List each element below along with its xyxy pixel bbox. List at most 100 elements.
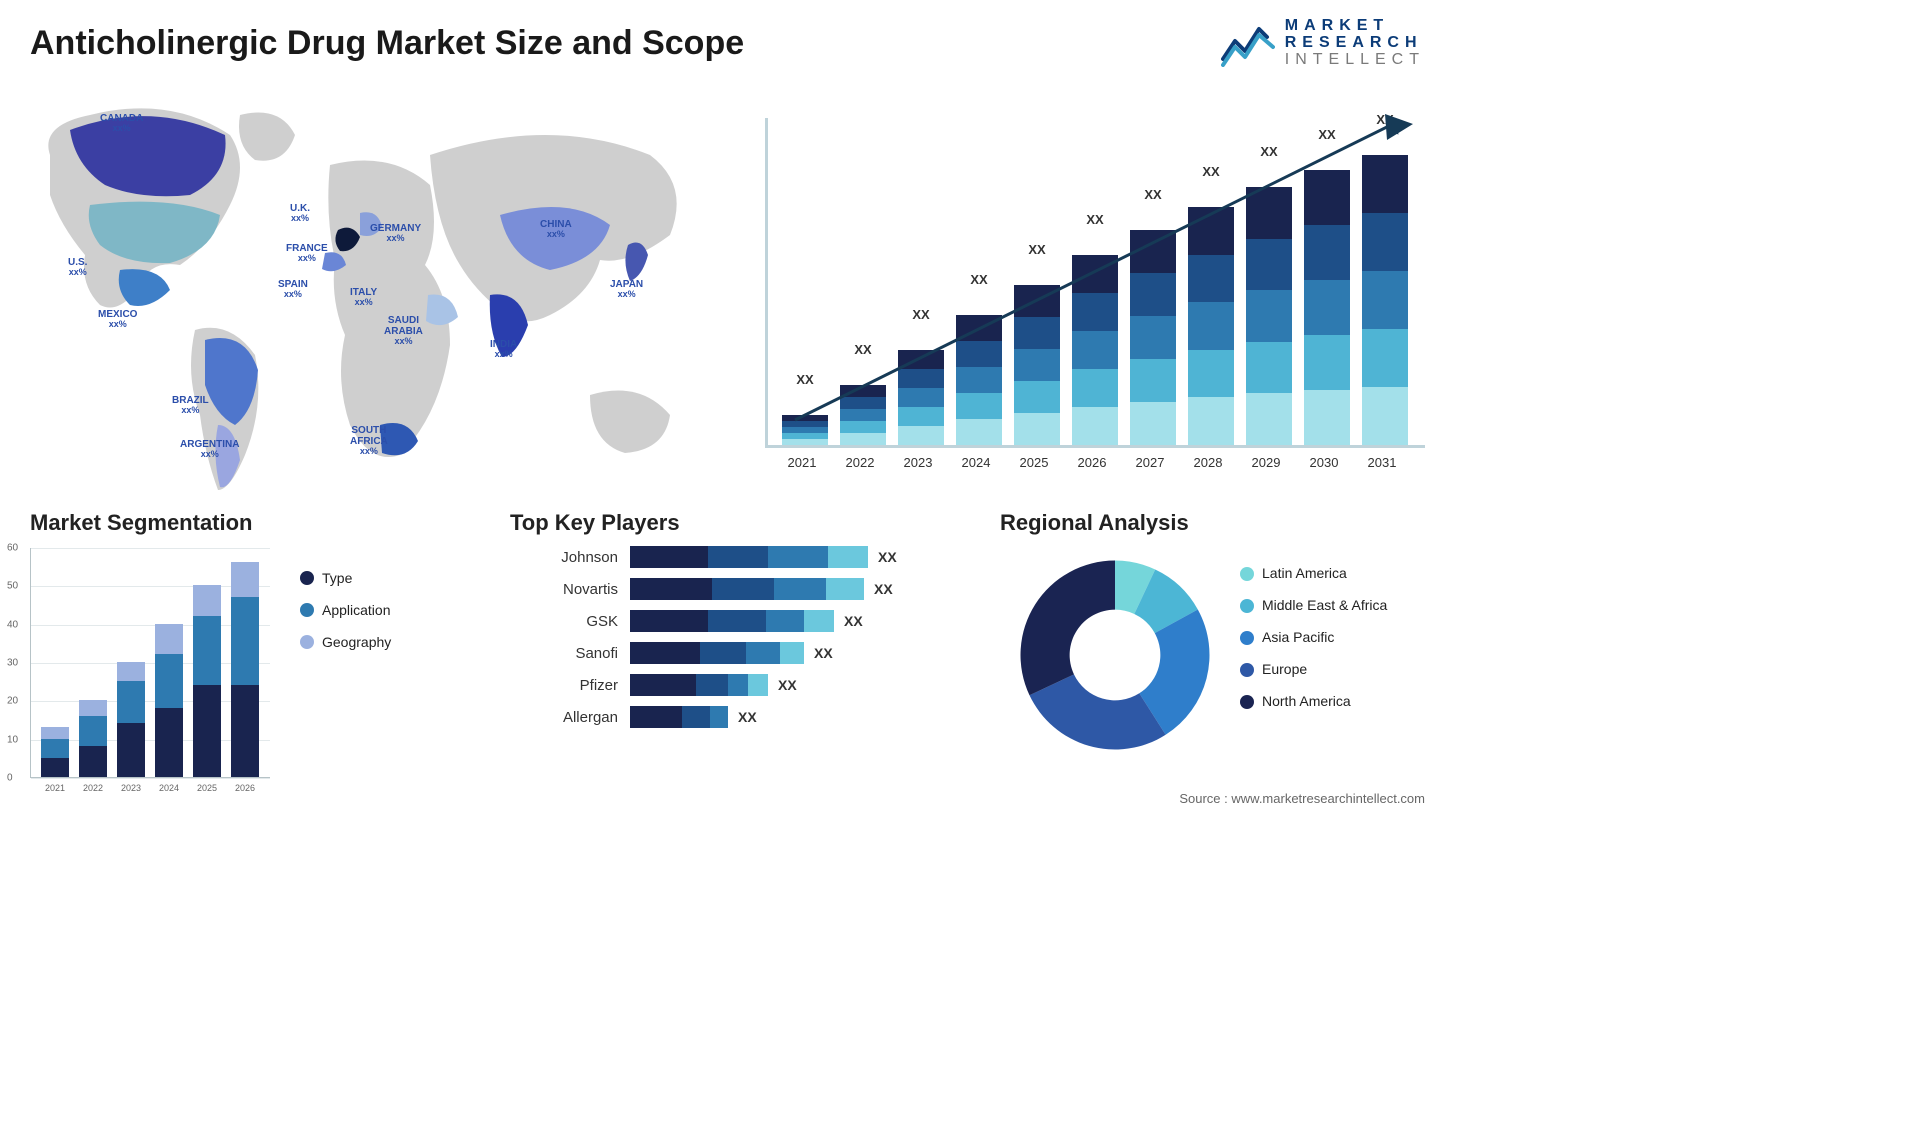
forecast-year-2030: 2030: [1301, 455, 1347, 470]
forecast-bar-2031: [1362, 155, 1408, 445]
segmentation-legend: Type Application Geography: [300, 570, 391, 666]
player-row-novartis: Novartis XX: [510, 578, 980, 600]
forecast-value-2022: XX: [840, 342, 886, 357]
player-row-sanofi: SanofiXX: [510, 642, 980, 664]
map-label-china: CHINAxx%: [540, 219, 572, 240]
map-country-saudi: [426, 294, 458, 325]
source-credit: Source : www.marketresearchintellect.com: [1179, 791, 1425, 806]
forecast-value-2021: XX: [782, 372, 828, 387]
seg-legend-geography: Geography: [300, 634, 391, 650]
seg-year-2024: 2024: [155, 783, 183, 793]
player-name: Allergan: [510, 709, 630, 726]
map-label-italy: ITALYxx%: [350, 287, 377, 308]
map-country-japan: [625, 243, 648, 281]
forecast-chart: XXXXXXXXXXXXXXXXXXXXXX 20212022202320242…: [765, 100, 1425, 470]
seg-legend-application: Application: [300, 602, 391, 618]
map-label-japan: JAPANxx%: [610, 279, 643, 300]
forecast-bar-2025: [1014, 285, 1060, 445]
player-bar: [630, 610, 834, 632]
forecast-bar-2030: [1304, 170, 1350, 445]
player-row-pfizer: Pfizer XX: [510, 674, 980, 696]
regional-legend-asia-pacific: Asia Pacific: [1240, 629, 1387, 645]
player-bar: [630, 578, 864, 600]
player-bar: [630, 674, 768, 696]
forecast-value-2026: XX: [1072, 212, 1118, 227]
player-value: XX: [874, 581, 893, 597]
forecast-year-2024: 2024: [953, 455, 999, 470]
key-players-title: Top Key Players: [510, 510, 980, 536]
map-label-france: FRANCExx%: [286, 243, 328, 264]
player-row-johnson: Johnson XX: [510, 546, 980, 568]
player-name: Pfizer: [510, 677, 630, 694]
seg-ytick-10: 10: [7, 734, 18, 745]
forecast-value-2031: XX: [1362, 112, 1408, 127]
forecast-bar-2024: [956, 315, 1002, 445]
seg-ytick-40: 40: [7, 619, 18, 630]
map-label-india: INDIAxx%: [490, 339, 517, 360]
map-label-germany: GERMANYxx%: [370, 223, 421, 244]
forecast-value-2024: XX: [956, 272, 1002, 287]
map-label-u-k-: U.K.xx%: [290, 203, 310, 224]
seg-ytick-0: 0: [7, 773, 13, 784]
player-name: Johnson: [510, 549, 630, 566]
player-value: XX: [778, 677, 797, 693]
seg-ytick-20: 20: [7, 696, 18, 707]
seg-bar-2021: [41, 727, 69, 777]
seg-bar-2024: [155, 624, 183, 777]
seg-legend-type: Type: [300, 570, 391, 586]
forecast-value-2023: XX: [898, 307, 944, 322]
forecast-value-2025: XX: [1014, 242, 1060, 257]
player-value: XX: [738, 709, 757, 725]
regional-legend: Latin America Middle East & Africa Asia Pa…: [1240, 565, 1387, 725]
key-players-rows: JohnsonXXNovartisXXGSKXXSanofiXXPfizerXX…: [510, 546, 980, 728]
brand-logo: MARKET RESEARCH INTELLECT: [1221, 18, 1425, 68]
forecast-year-2025: 2025: [1011, 455, 1057, 470]
seg-bar-2022: [79, 700, 107, 777]
player-bar: [630, 642, 804, 664]
forecast-bar-2021: [782, 415, 828, 445]
player-value: XX: [878, 549, 897, 565]
logo-line2: RESEARCH: [1285, 35, 1425, 52]
forecast-bar-2028: [1188, 207, 1234, 445]
seg-ytick-30: 30: [7, 658, 18, 669]
seg-bar-2026: [231, 562, 259, 777]
map-label-saudi-arabia: SAUDIARABIAxx%: [384, 315, 423, 347]
regional-legend-latin-america: Latin America: [1240, 565, 1387, 581]
map-label-south-africa: SOUTHAFRICAxx%: [350, 425, 388, 457]
map-label-mexico: MEXICOxx%: [98, 309, 137, 330]
page-title: Anticholinergic Drug Market Size and Sco…: [30, 24, 744, 63]
forecast-value-2029: XX: [1246, 144, 1292, 159]
player-name: GSK: [510, 613, 630, 630]
key-players-panel: Top Key Players JohnsonXXNovartisXXGSKXX…: [510, 510, 980, 728]
player-row-allergan: Allergan XX: [510, 706, 980, 728]
forecast-year-2031: 2031: [1359, 455, 1405, 470]
map-label-u-s-: U.S.xx%: [68, 257, 87, 278]
seg-year-2021: 2021: [41, 783, 69, 793]
regional-legend-north-america: North America: [1240, 693, 1387, 709]
player-bar: [630, 546, 868, 568]
logo-mark-icon: [1221, 19, 1275, 67]
forecast-year-2029: 2029: [1243, 455, 1289, 470]
forecast-year-2023: 2023: [895, 455, 941, 470]
forecast-value-2027: XX: [1130, 187, 1176, 202]
forecast-year-2022: 2022: [837, 455, 883, 470]
forecast-bar-2026: [1072, 255, 1118, 445]
player-name: Novartis: [510, 581, 630, 598]
player-row-gsk: GSKXX: [510, 610, 980, 632]
seg-ytick-60: 60: [7, 543, 18, 554]
map-label-spain: SPAINxx%: [278, 279, 308, 300]
forecast-bar-2027: [1130, 230, 1176, 445]
forecast-value-2028: XX: [1188, 164, 1234, 179]
forecast-year-2027: 2027: [1127, 455, 1173, 470]
player-name: Sanofi: [510, 645, 630, 662]
seg-ytick-50: 50: [7, 581, 18, 592]
map-label-brazil: BRAZILxx%: [172, 395, 209, 416]
donut-slice-north-america: [1021, 561, 1116, 696]
regional-donut: [1010, 550, 1220, 760]
logo-line3: INTELLECT: [1285, 52, 1425, 69]
regional-legend-middle-east-africa: Middle East & Africa: [1240, 597, 1387, 613]
forecast-bar-2022: [840, 385, 886, 445]
forecast-year-2021: 2021: [779, 455, 825, 470]
seg-year-2026: 2026: [231, 783, 259, 793]
forecast-year-2026: 2026: [1069, 455, 1115, 470]
